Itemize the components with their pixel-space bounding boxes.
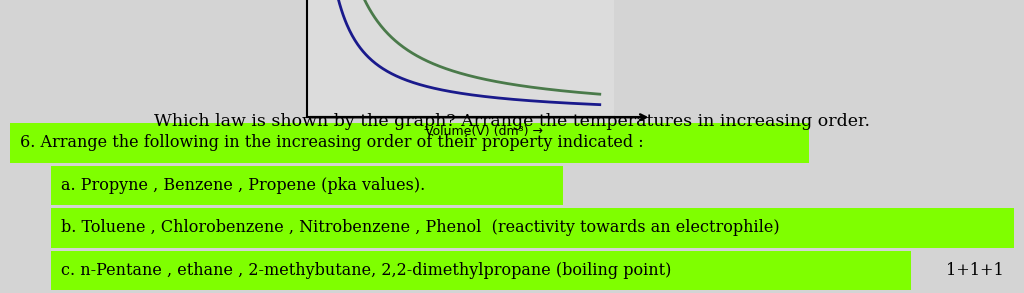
- Text: a. Propyne , Benzene , Propene (pka values).: a. Propyne , Benzene , Propene (pka valu…: [61, 177, 426, 194]
- Text: c. n-Pentane , ethane , 2-methybutane, 2,2-dimethylpropane (boiling point): c. n-Pentane , ethane , 2-methybutane, 2…: [61, 262, 672, 279]
- Text: 1+1+1: 1+1+1: [946, 262, 1004, 279]
- Text: Volume(V) (dm³) →: Volume(V) (dm³) →: [425, 125, 543, 137]
- Text: Which law is shown by the graph? Arrange the temperatures in increasing order.: Which law is shown by the graph? Arrange…: [154, 113, 870, 130]
- Text: 6. Arrange the following in the increasing order of their property indicated :: 6. Arrange the following in the increasi…: [20, 134, 644, 151]
- Text: 0: 0: [276, 125, 285, 138]
- Text: b. Toluene , Chlorobenzene , Nitrobenzene , Phenol  (reactivity towards an elect: b. Toluene , Chlorobenzene , Nitrobenzen…: [61, 219, 780, 236]
